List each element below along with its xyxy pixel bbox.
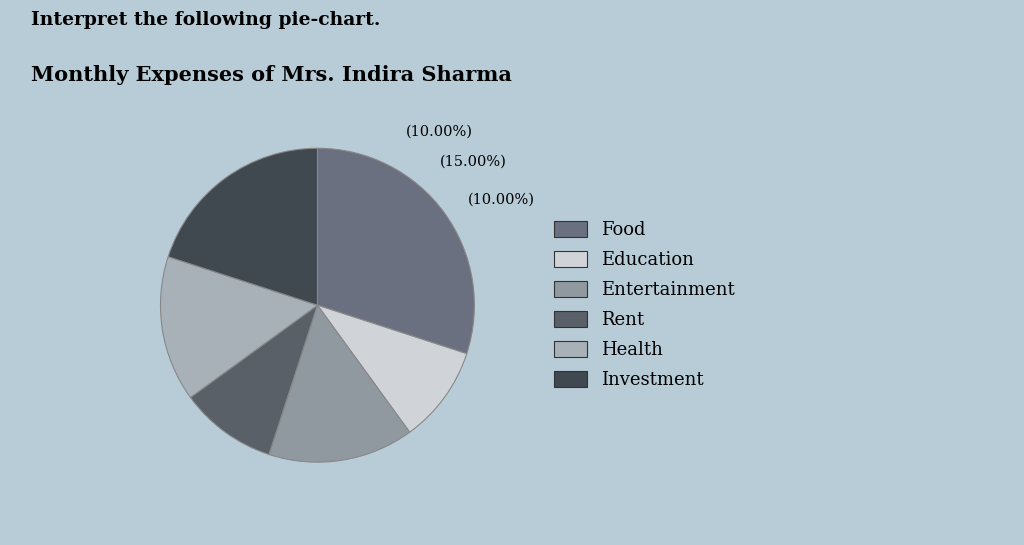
Wedge shape [190,305,317,455]
Legend: Food, Education, Entertainment, Rent, Health, Investment: Food, Education, Entertainment, Rent, He… [554,221,735,389]
Text: Monthly Expenses of Mrs. Indira Sharma: Monthly Expenses of Mrs. Indira Sharma [31,65,512,86]
Wedge shape [168,148,317,305]
Text: (10.00%): (10.00%) [467,192,535,206]
Wedge shape [161,257,317,397]
Wedge shape [269,305,410,462]
Wedge shape [317,305,467,432]
Wedge shape [317,148,474,354]
Text: Interpret the following pie-chart.: Interpret the following pie-chart. [31,11,380,29]
Text: (10.00%): (10.00%) [406,125,472,138]
Text: (15.00%): (15.00%) [440,155,507,169]
